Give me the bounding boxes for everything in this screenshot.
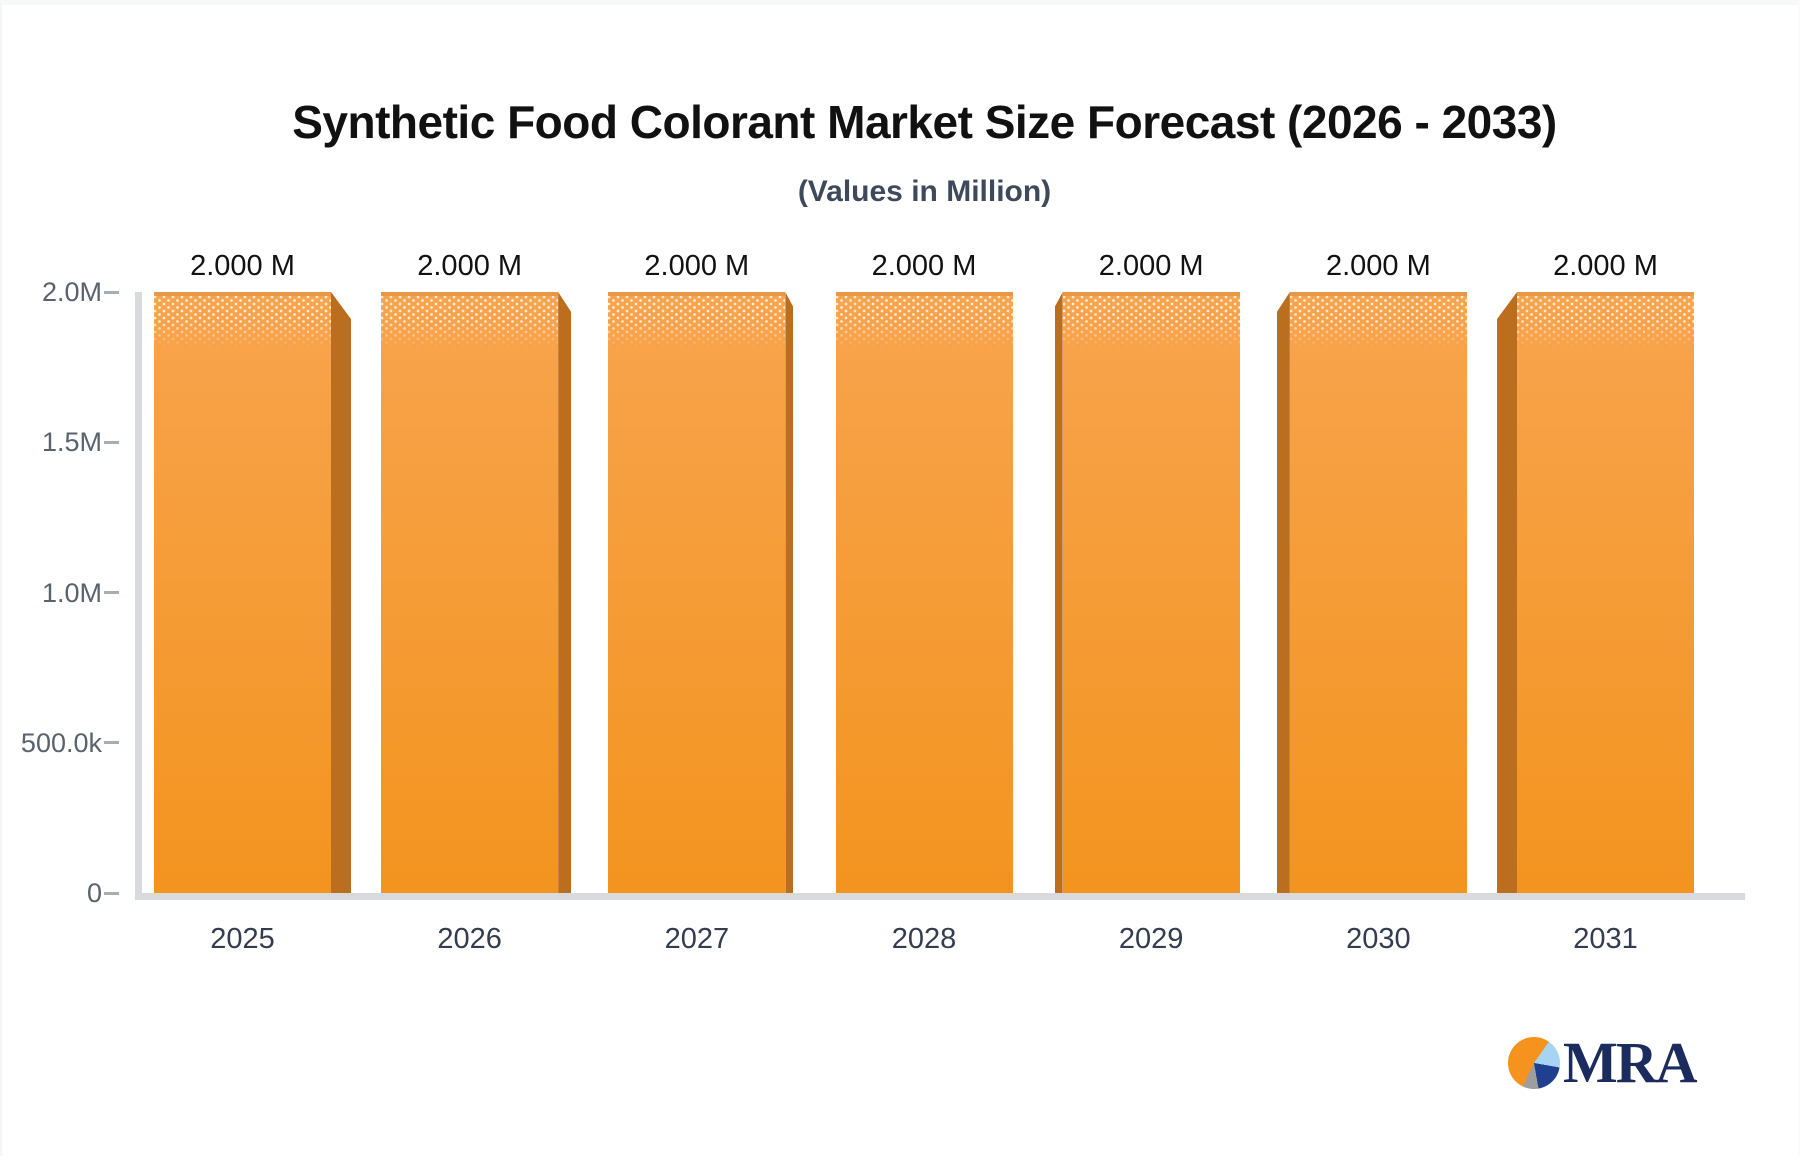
bar-texture [154, 296, 331, 348]
bar-side-panel [785, 292, 794, 893]
bar-side-panel [1054, 292, 1063, 893]
bar-texture [608, 296, 786, 348]
bar-value-label: 2.000 M [1325, 250, 1431, 282]
y-tick-mark [104, 440, 119, 444]
x-tick-label: 2025 [210, 923, 275, 955]
y-tick-label: 0 [86, 878, 102, 908]
y-tick-mark [104, 891, 119, 895]
chart-subtitle: (Values in Million) [797, 175, 1052, 208]
bar-2028[interactable] [835, 292, 1013, 893]
bar-2027[interactable] [608, 292, 786, 893]
x-tick-label: 2031 [1573, 923, 1638, 955]
x-axis-baseline [135, 893, 1745, 900]
pie-chart-icon [1508, 1037, 1560, 1089]
bar-side-panel [558, 292, 572, 893]
bar-texture [1289, 296, 1467, 348]
x-tick-label: 2028 [891, 923, 957, 955]
y-tick-mark [104, 741, 119, 745]
bar-value-label: 2.000 M [1098, 250, 1204, 282]
y-axis-line [135, 292, 142, 900]
x-tick-label: 2027 [664, 923, 730, 955]
chart-title: Synthetic Food Colorant Market Size Fore… [292, 96, 1557, 148]
brand-text: MRA [1563, 1030, 1698, 1095]
y-tick-mark [104, 591, 119, 594]
bar-value-label: 2.000 M [190, 250, 295, 282]
bar-texture [381, 296, 559, 348]
bar-texture [835, 296, 1013, 348]
y-tick-label: 1.0M [41, 577, 102, 608]
bar-side-panel [1276, 292, 1290, 893]
bar-value-label: 2.000 M [1553, 250, 1658, 282]
y-tick-mark [104, 290, 119, 294]
y-tick-label: 2.0M [41, 277, 102, 307]
y-tick-label: 1.5M [41, 427, 102, 458]
bar-side-panel [331, 292, 351, 893]
bar-2030[interactable] [1289, 292, 1467, 893]
x-tick-label: 2030 [1346, 923, 1411, 955]
brand-logo[interactable]: MRA [1508, 1030, 1698, 1095]
bar-2031[interactable] [1517, 292, 1695, 893]
y-tick-label: 500.0k [20, 727, 102, 758]
x-tick-label: 2029 [1118, 923, 1184, 955]
bar-value-label: 2.000 M [417, 250, 523, 282]
bar-value-label: 2.000 M [644, 250, 750, 282]
bar-2025[interactable] [154, 292, 331, 893]
bar-texture [1517, 296, 1695, 348]
bar-value-label: 2.000 M [871, 250, 977, 282]
bar-2026[interactable] [381, 292, 559, 893]
bar-side-panel [1497, 292, 1518, 893]
bar-2029[interactable] [1062, 292, 1240, 893]
bar-texture [1062, 296, 1240, 348]
x-tick-label: 2026 [437, 923, 502, 955]
